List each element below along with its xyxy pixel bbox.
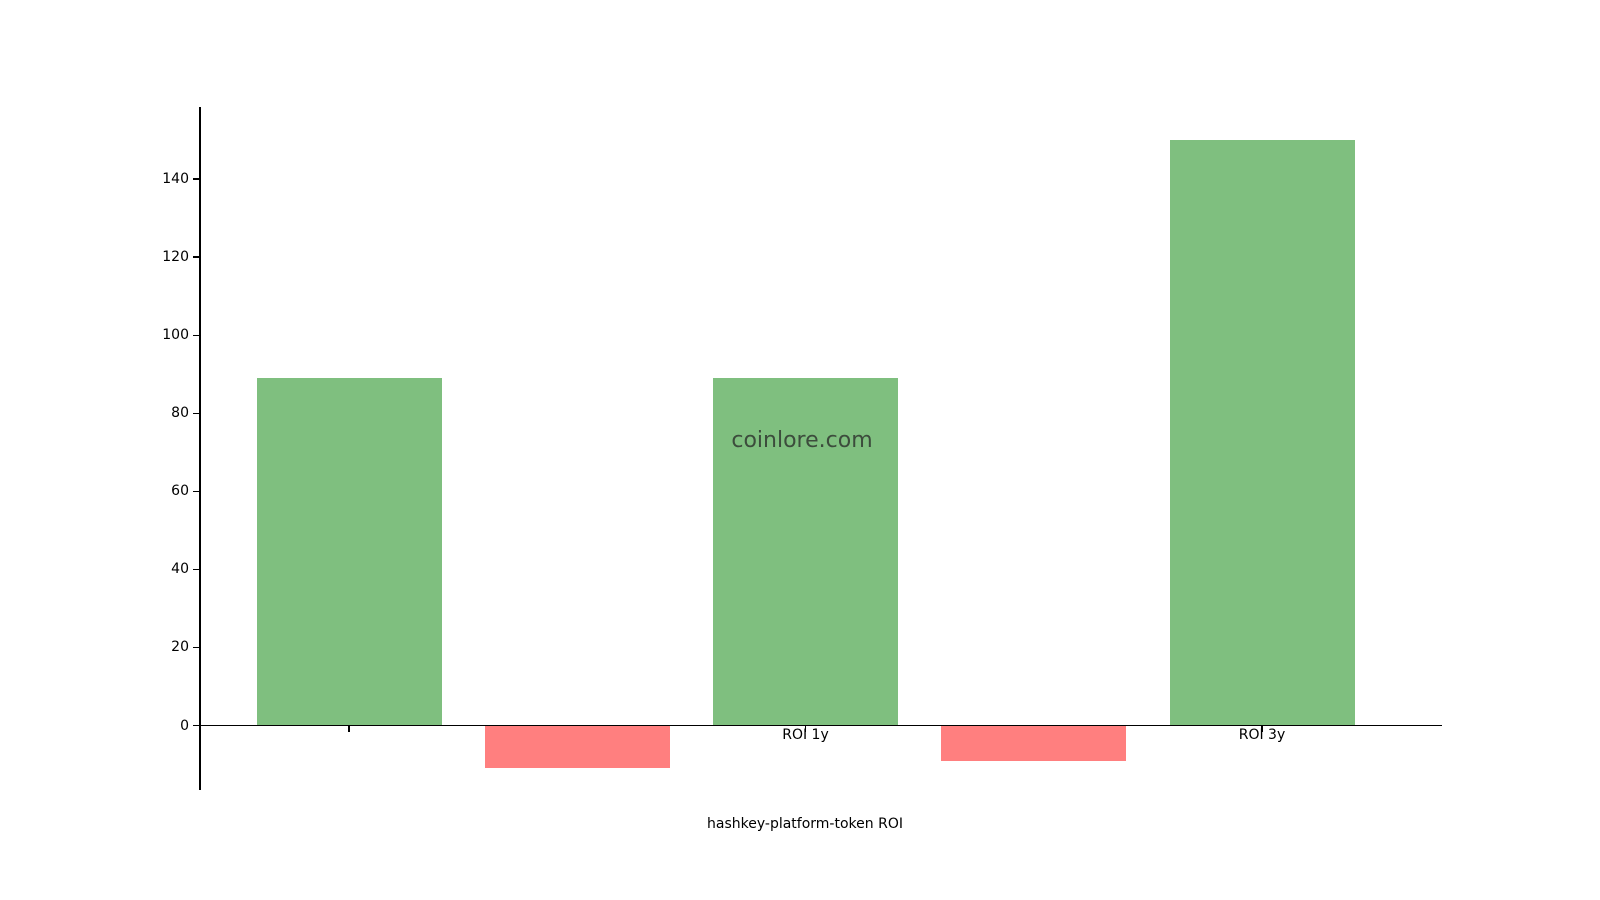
x-axis-zero-line [199, 724, 1442, 727]
y-tick-label: 120 [162, 249, 189, 266]
y-tick-label: 40 [171, 561, 189, 578]
positive-roi-bar [713, 378, 898, 726]
y-tick-mark [193, 256, 199, 258]
y-tick-mark [193, 178, 199, 180]
y-tick-mark [193, 724, 199, 727]
y-tick-label: 0 [180, 717, 189, 734]
y-tick-label: 100 [162, 327, 189, 344]
y-tick-mark [193, 646, 199, 649]
x-tick-mark [348, 725, 350, 732]
y-tick-mark [193, 490, 199, 492]
x-tick-label: ROI 1y [782, 727, 829, 743]
negative-roi-bar [484, 725, 670, 769]
x-tick-mark [1261, 725, 1263, 732]
y-tick-mark [193, 334, 199, 336]
chart-title: hashkey-platform-token ROI [707, 816, 903, 832]
positive-roi-bar [256, 378, 442, 726]
x-tick-mark [804, 725, 807, 732]
y-tick-label: 140 [162, 171, 189, 188]
y-tick-mark [193, 568, 199, 571]
y-tick-mark [193, 412, 199, 414]
negative-roi-bar [941, 725, 1127, 761]
y-tick-label: 80 [171, 405, 189, 422]
y-tick-label: 20 [171, 639, 189, 656]
positive-roi-bar [1169, 140, 1355, 726]
y-axis-spine [199, 107, 201, 790]
watermark-text: coinlore.com [731, 428, 873, 453]
y-tick-label: 60 [171, 483, 189, 500]
x-tick-label: ROI 3y [1238, 727, 1286, 743]
